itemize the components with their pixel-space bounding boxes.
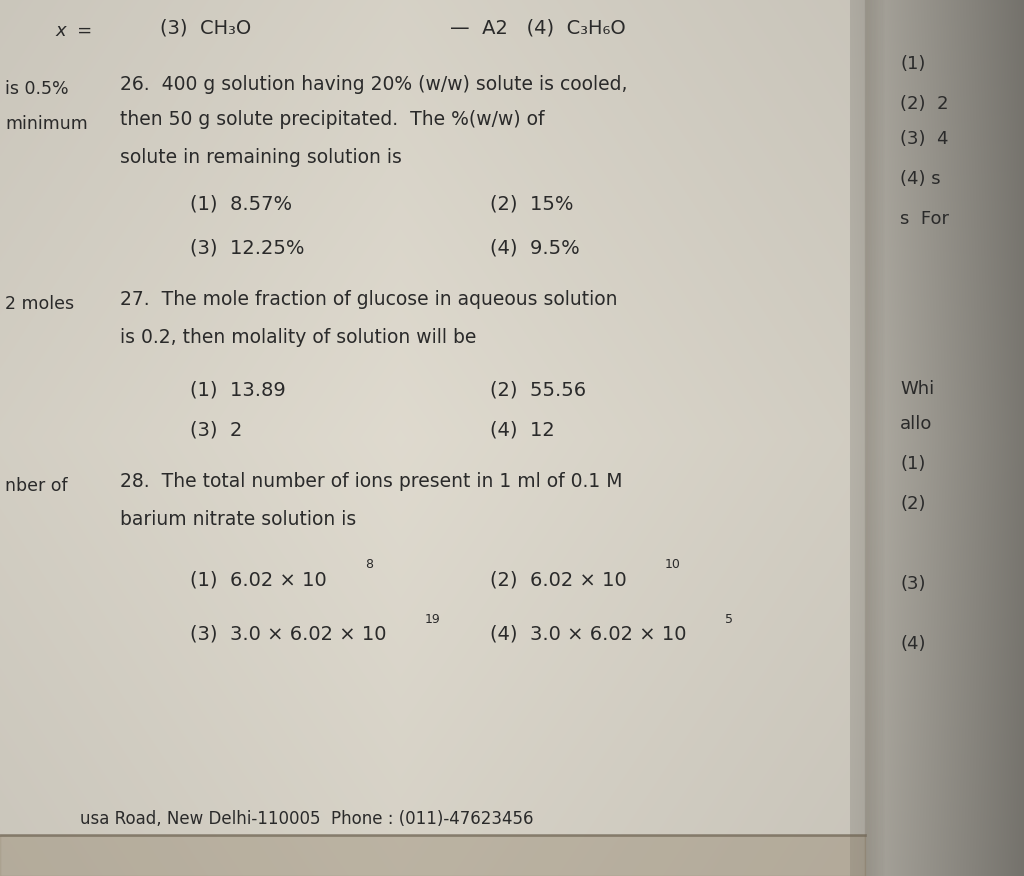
Text: 5: 5 [725,613,733,626]
Text: (1)  6.02 × 10: (1) 6.02 × 10 [190,570,327,589]
Text: (2)  55.56: (2) 55.56 [490,380,586,399]
Text: (3)  12.25%: (3) 12.25% [190,238,304,257]
Text: (3)  CH₃O: (3) CH₃O [160,18,251,37]
Text: (2)  6.02 × 10: (2) 6.02 × 10 [490,570,627,589]
Text: (3): (3) [900,575,926,593]
Text: (4): (4) [900,635,926,653]
Text: (1)  13.89: (1) 13.89 [190,380,286,399]
Text: (4)  3.0 × 6.02 × 10: (4) 3.0 × 6.02 × 10 [490,625,686,644]
Text: (1): (1) [900,455,926,473]
Text: x  =: x = [55,22,92,40]
Text: 8: 8 [365,558,373,571]
Text: usa Road, New Delhi-110005  Phone : (011)-47623456: usa Road, New Delhi-110005 Phone : (011)… [80,810,534,828]
Text: (3)  4: (3) 4 [900,130,948,148]
Text: barium nitrate solution is: barium nitrate solution is [120,510,356,529]
Text: minimum: minimum [5,115,88,133]
Text: (4) s: (4) s [900,170,941,188]
Text: (2): (2) [900,495,926,513]
Text: (2)  2: (2) 2 [900,95,948,113]
Text: (2)  15%: (2) 15% [490,195,573,214]
Text: 28.  The total number of ions present in 1 ml of 0.1 M: 28. The total number of ions present in … [120,472,623,491]
Text: s  For: s For [900,210,949,228]
Text: (3)  2: (3) 2 [190,420,243,439]
Text: Whi: Whi [900,380,934,398]
Text: then 50 g solute precipitated.  The %(w/w) of: then 50 g solute precipitated. The %(w/w… [120,110,545,129]
Bar [0,835,865,876]
Text: allo: allo [900,415,933,433]
Text: (1)  8.57%: (1) 8.57% [190,195,292,214]
Text: (4)  12: (4) 12 [490,420,555,439]
Text: (4)  9.5%: (4) 9.5% [490,238,580,257]
Text: is 0.5%: is 0.5% [5,80,69,98]
Text: (1): (1) [900,55,926,73]
Text: 2 moles: 2 moles [5,295,74,313]
Text: 26.  400 g solution having 20% (w/w) solute is cooled,: 26. 400 g solution having 20% (w/w) solu… [120,75,628,94]
Text: 10: 10 [665,558,681,571]
Text: —  A2   (4)  C₃H₆O: — A2 (4) C₃H₆O [450,18,626,37]
Text: solute in remaining solution is: solute in remaining solution is [120,148,401,167]
Text: 27.  The mole fraction of glucose in aqueous solution: 27. The mole fraction of glucose in aque… [120,290,617,309]
Text: nber of: nber of [5,477,68,495]
Text: 19: 19 [425,613,440,626]
Text: is 0.2, then molality of solution will be: is 0.2, then molality of solution will b… [120,328,476,347]
Text: (3)  3.0 × 6.02 × 10: (3) 3.0 × 6.02 × 10 [190,625,386,644]
